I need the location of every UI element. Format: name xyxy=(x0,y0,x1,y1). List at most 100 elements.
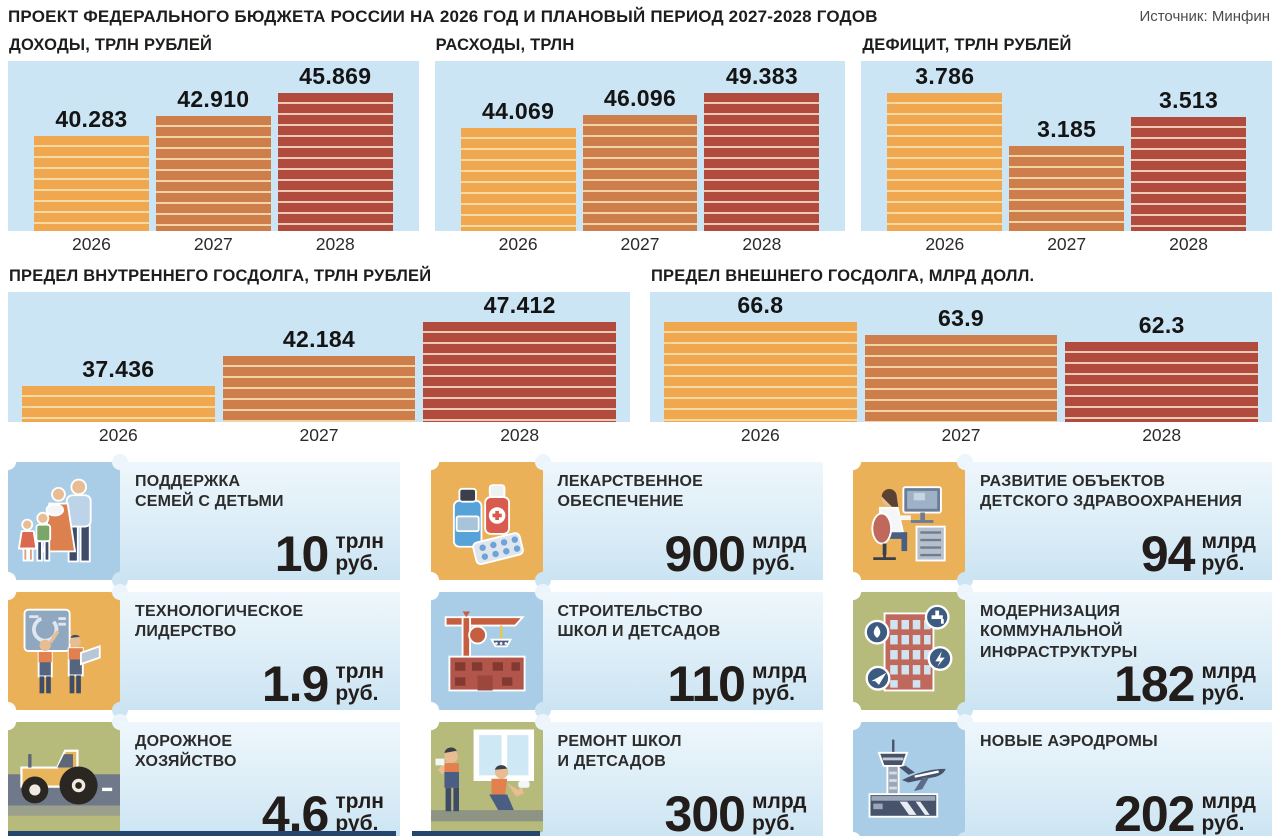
x-axis: 2026 2027 2028 xyxy=(650,425,1272,446)
bar-value-label: 46.096 xyxy=(603,85,677,111)
card-roads: ДОРОЖНОЕ ХОЗЯЙСТВО 4.6 трлн руб. xyxy=(0,714,400,836)
year-label: 2026 xyxy=(98,425,138,445)
year-label: 2026 xyxy=(71,234,111,254)
bar-2028 xyxy=(1065,342,1259,422)
amount-unit: трлн xyxy=(335,530,384,554)
year-label: 2027 xyxy=(620,234,660,254)
chart-title: ДОХОДЫ, ТРЛН РУБЛЕЙ xyxy=(9,36,213,54)
chart-plot: 3.786 3.185 3.513 xyxy=(861,61,1273,231)
card-title: РЕМОНТ ШКОЛ И ДЕТСАДОВ xyxy=(557,733,682,771)
card-amount: 4.6 трлн руб. xyxy=(261,786,384,836)
bar-value-label: 42.184 xyxy=(282,326,356,352)
amount-unit: млрд xyxy=(1201,790,1256,814)
card-title: РАЗВИТИЕ ОБЪЕКТОВ ДЕТСКОГО ЗДРАВООХРАНЕН… xyxy=(980,473,1243,511)
x-axis: 2026 2027 2028 xyxy=(435,234,846,255)
card-panel: ДОРОЖНОЕ ХОЗЯЙСТВО 4.6 трлн руб. xyxy=(120,722,400,836)
medicines-icon xyxy=(422,454,551,588)
bar-group-2027: 63.9 xyxy=(864,292,1058,422)
bar-value-label: 44.069 xyxy=(482,98,555,124)
amount-number: 300 xyxy=(664,786,746,836)
bar-2027 xyxy=(1009,146,1125,231)
chart-title: ПРЕДЕЛ ВНУТРЕННЕГО ГОСДОЛГА, ТРЛН РУБЛЕЙ xyxy=(9,267,432,285)
utilities-building-icon xyxy=(845,584,973,718)
card-title: ЛЕКАРСТВЕННОЕ ОБЕСПЕЧЕНИЕ xyxy=(557,473,703,511)
chart-title: ПРЕДЕЛ ВНЕШНЕГО ГОСДОЛГА, МЛРД ДОЛЛ. xyxy=(651,267,1035,285)
header: ПРОЕКТ ФЕДЕРАЛЬНОГО БЮДЖЕТА РОССИИ НА 20… xyxy=(0,0,1280,27)
chart-plot: 40.283 42.910 45.869 xyxy=(8,61,419,231)
bar-2028 xyxy=(277,93,393,231)
card-amount: 94 млрд руб. xyxy=(1141,529,1256,579)
chart-title: РАСХОДЫ, ТРЛН xyxy=(435,36,575,54)
amount-currency: руб. xyxy=(751,681,796,705)
bar-2028 xyxy=(1131,117,1247,231)
doctor-computer-icon xyxy=(845,454,973,588)
bar-group-2027: 42.184 xyxy=(222,292,416,422)
card-medicines: ЛЕКАРСТВЕННОЕ ОБЕСПЕЧЕНИЕ 900 млрд руб. xyxy=(422,454,823,588)
amount-currency: руб. xyxy=(335,811,379,835)
chart-plot: 66.8 63.9 62.3 xyxy=(650,292,1272,422)
amount-number: 4.6 xyxy=(261,786,330,836)
year-label: 2027 xyxy=(193,234,233,254)
bar-value-label: 42.910 xyxy=(177,86,250,112)
amount-unit: трлн xyxy=(335,660,384,684)
card-panel: НОВЫЕ АЭРОДРОМЫ 202 млрд руб. xyxy=(965,722,1272,836)
card-title: СТРОИТЕЛЬСТВО ШКОЛ И ДЕТСАДОВ xyxy=(557,603,721,641)
bar-2027 xyxy=(864,335,1058,422)
airport-icon xyxy=(845,714,973,836)
bar-value-label: 66.8 xyxy=(737,292,784,318)
card-panel: ПОДДЕРЖКА СЕМЕЙ С ДЕТЬМИ 10 трлн руб. xyxy=(120,462,400,580)
amount-currency: руб. xyxy=(751,551,796,575)
card-amount: 182 млрд руб. xyxy=(1114,659,1256,709)
amount-currency: руб. xyxy=(1201,681,1245,705)
bar-2026 xyxy=(664,322,857,422)
family-icon xyxy=(0,454,128,588)
card-panel: ТЕХНОЛОГИЧЕСКОЕ ЛИДЕРСТВО 1.9 трлн руб. xyxy=(120,592,400,710)
amount-number: 202 xyxy=(1114,786,1195,836)
card-amount: 10 трлн руб. xyxy=(275,529,384,579)
x-axis: 2026 2027 2028 xyxy=(8,234,419,255)
amount-unit: млрд xyxy=(1201,530,1256,554)
chart-deficit: ДЕФИЦИТ, ТРЛН РУБЛЕЙ 3.786 3.185 3.513 2… xyxy=(861,32,1273,255)
bar-2027 xyxy=(582,115,698,231)
bar-value-label: 3.786 xyxy=(915,63,975,89)
amount-currency: руб. xyxy=(1201,811,1245,835)
bar-2027 xyxy=(155,116,271,231)
bar-group-2028: 62.3 xyxy=(1065,292,1259,422)
bar-2026 xyxy=(887,93,1003,231)
amount-unit: млрд xyxy=(751,530,807,554)
program-cards: ПОДДЕРЖКА СЕМЕЙ С ДЕТЬМИ 10 трлн руб. xyxy=(0,454,1280,836)
card-school-construction: СТРОИТЕЛЬСТВО ШКОЛ И ДЕТСАДОВ 110 млрд р… xyxy=(422,584,823,718)
cropped-bottom-strip xyxy=(412,831,540,836)
bar-group-2028: 49.383 xyxy=(704,61,820,231)
bar-group-2026: 44.069 xyxy=(460,61,576,231)
charts-row-2: ПРЕДЕЛ ВНУТРЕННЕГО ГОСДОЛГА, ТРЛН РУБЛЕЙ… xyxy=(0,263,1280,446)
bar-2026 xyxy=(34,136,149,231)
amount-unit: трлн xyxy=(335,790,384,814)
bar-2026 xyxy=(460,128,576,231)
bar-value-label: 37.436 xyxy=(82,356,155,382)
bar-2028 xyxy=(423,322,617,422)
amount-currency: руб. xyxy=(751,811,796,835)
card-amount: 202 млрд руб. xyxy=(1114,786,1256,836)
card-panel: РЕМОНТ ШКОЛ И ДЕТСАДОВ 300 млрд руб. xyxy=(542,722,823,836)
amount-currency: руб. xyxy=(1201,551,1245,575)
bar-group-2028: 3.513 xyxy=(1131,61,1247,231)
amount-number: 1.9 xyxy=(261,656,330,712)
card-title: МОДЕРНИЗАЦИЯ КОММУНАЛЬНОЙ ИНФРАСТРУКТУРЫ xyxy=(980,603,1138,661)
year-label: 2026 xyxy=(740,425,780,445)
card-amount: 110 млрд руб. xyxy=(667,659,806,709)
bar-group-2026: 40.283 xyxy=(34,61,149,231)
year-label: 2026 xyxy=(925,234,965,254)
card-new-airfields: НОВЫЕ АЭРОДРОМЫ 202 млрд руб. xyxy=(845,714,1272,836)
card-title: ДОРОЖНОЕ ХОЗЯЙСТВО xyxy=(135,733,237,771)
year-label: 2026 xyxy=(498,234,538,254)
chart-external-debt-limit: ПРЕДЕЛ ВНЕШНЕГО ГОСДОЛГА, МЛРД ДОЛЛ. 66.… xyxy=(650,263,1272,446)
bar-group-2027: 46.096 xyxy=(582,61,698,231)
repair-workers-icon xyxy=(422,714,551,836)
source-label: Источник: Минфин xyxy=(1139,8,1270,25)
chart-expenditures: РАСХОДЫ, ТРЛН 44.069 46.096 49.383 2026 … xyxy=(434,32,846,255)
bar-group-2026: 66.8 xyxy=(664,292,857,422)
bar-2028 xyxy=(704,93,820,231)
construction-crane-icon xyxy=(422,584,551,718)
amount-currency: руб. xyxy=(335,551,379,575)
